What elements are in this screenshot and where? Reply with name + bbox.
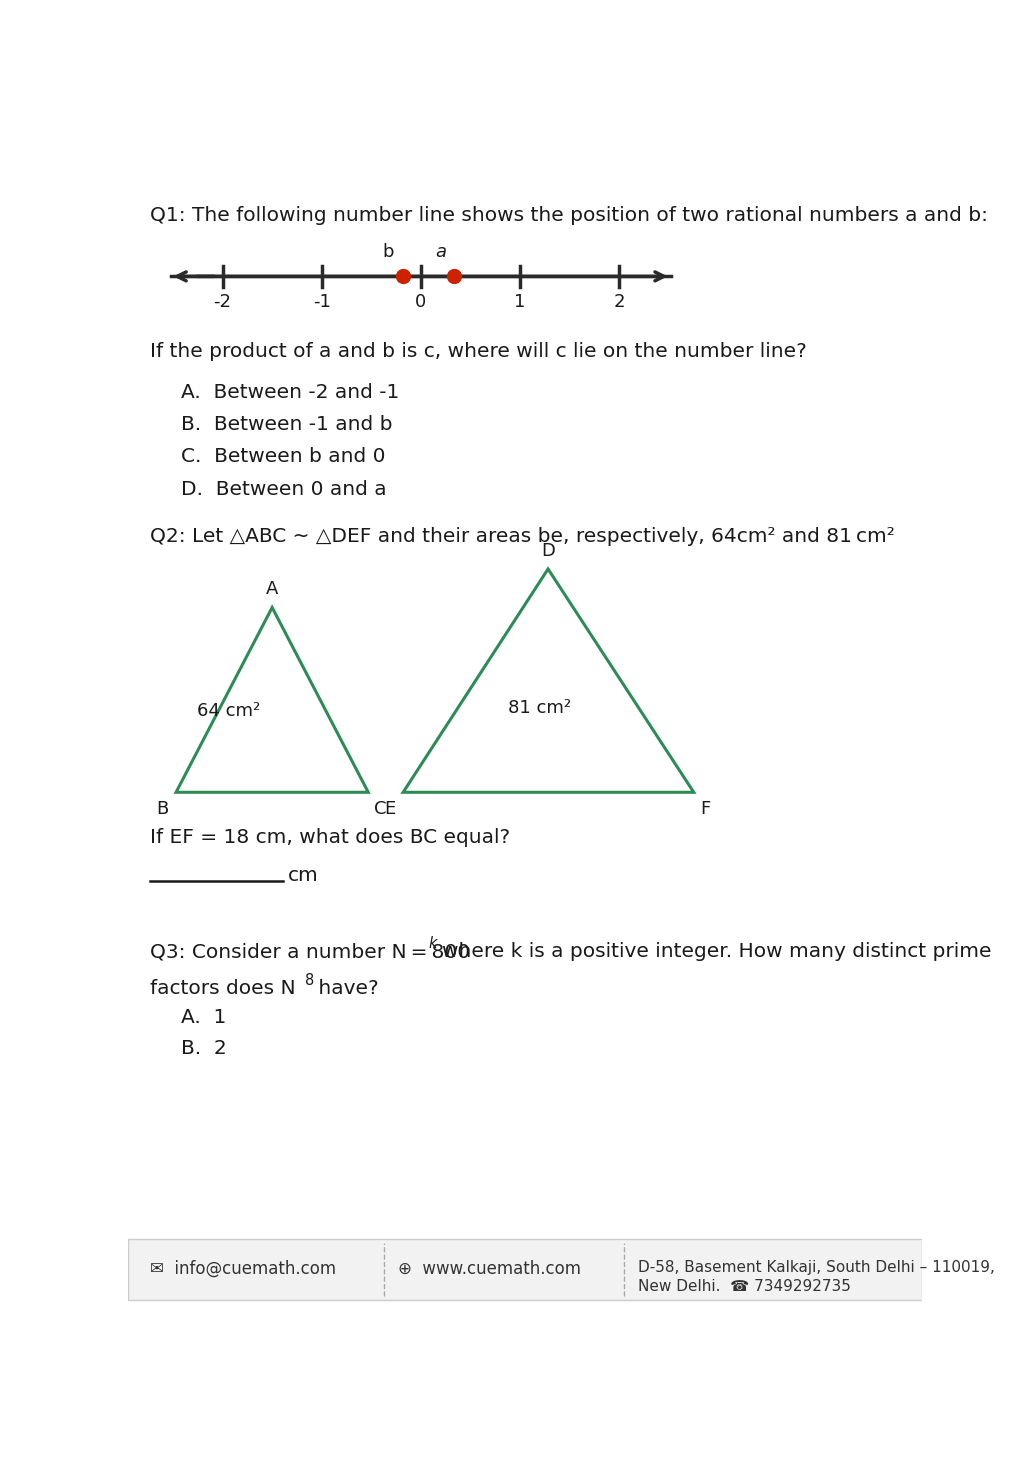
Text: 8: 8 <box>305 974 314 989</box>
Text: have?: have? <box>312 980 379 999</box>
Text: 81 cm²: 81 cm² <box>508 699 570 717</box>
Text: If EF = 18 cm, what does BC equal?: If EF = 18 cm, what does BC equal? <box>150 829 510 848</box>
Text: B.  Between -1 and b: B. Between -1 and b <box>180 414 392 433</box>
Text: factors does N: factors does N <box>150 980 295 999</box>
Text: Q1: The following number line shows the position of two rational numbers a and b: Q1: The following number line shows the … <box>150 206 988 225</box>
Text: B.  2: B. 2 <box>180 1039 226 1058</box>
Text: C: C <box>375 801 387 818</box>
Text: cm: cm <box>288 865 318 884</box>
Text: k: k <box>429 936 437 952</box>
Text: New Delhi.  ☎ 7349292735: New Delhi. ☎ 7349292735 <box>638 1279 851 1294</box>
Text: 0: 0 <box>416 294 427 311</box>
Text: Q2: Let △ABC ∼ △DEF and their areas be, respectively, 64cm² and 81 cm²: Q2: Let △ABC ∼ △DEF and their areas be, … <box>150 526 894 545</box>
Bar <box>128 1238 922 1300</box>
Text: 1: 1 <box>514 294 526 311</box>
Text: A.  Between -2 and -1: A. Between -2 and -1 <box>180 382 399 401</box>
Text: E: E <box>384 801 395 818</box>
Text: F: F <box>700 801 711 818</box>
Text: If the product of a and b is c, where will c lie on the number line?: If the product of a and b is c, where wi… <box>150 342 807 361</box>
Text: A.  1: A. 1 <box>180 1008 226 1027</box>
Text: 64 cm²: 64 cm² <box>198 702 260 720</box>
Text: ⊕  www.cuemath.com: ⊕ www.cuemath.com <box>397 1260 581 1278</box>
Text: D: D <box>541 542 555 560</box>
Text: b: b <box>382 242 394 261</box>
Text: a: a <box>435 242 445 261</box>
Text: C.  Between b and 0: C. Between b and 0 <box>180 448 385 466</box>
Text: D.  Between 0 and a: D. Between 0 and a <box>180 480 386 498</box>
Text: 2: 2 <box>613 294 625 311</box>
Text: B: B <box>156 801 168 818</box>
Text: Q3: Consider a number N = 800: Q3: Consider a number N = 800 <box>150 943 470 961</box>
Text: A: A <box>266 580 279 598</box>
Text: -1: -1 <box>312 294 331 311</box>
Text: -2: -2 <box>214 294 231 311</box>
Text: ✉  info@cuemath.com: ✉ info@cuemath.com <box>150 1260 336 1278</box>
Text: D-58, Basement Kalkaji, South Delhi – 110019,: D-58, Basement Kalkaji, South Delhi – 11… <box>638 1260 995 1275</box>
Text: where k is a positive integer. How many distinct prime: where k is a positive integer. How many … <box>438 943 991 961</box>
